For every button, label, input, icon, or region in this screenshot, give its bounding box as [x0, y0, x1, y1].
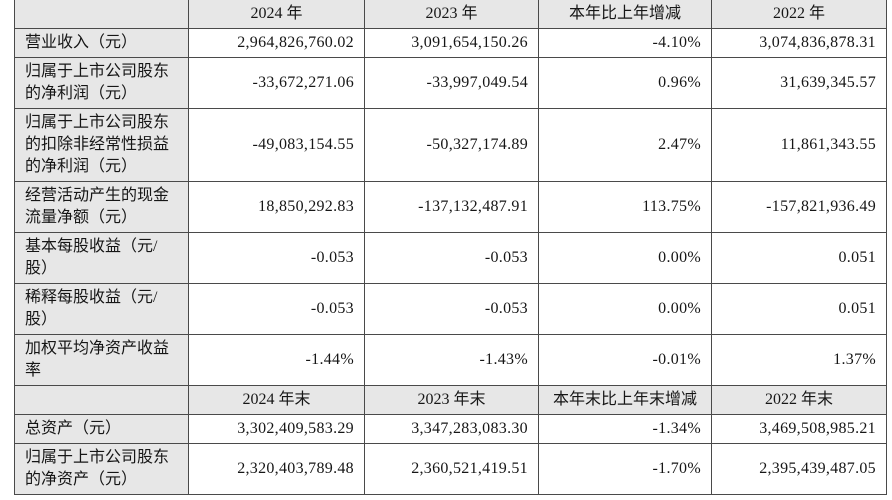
value-cell: 2,395,439,487.05: [711, 443, 887, 495]
value-cell: 11,861,343.55: [711, 108, 887, 182]
value-cell: -0.053: [188, 283, 365, 335]
table-row: 营业收入（元） 2,964,826,760.02 3,091,654,150.26-…: [14, 28, 887, 58]
value-cell: 0.00%: [538, 232, 712, 284]
value-cell: -157,821,936.49: [711, 181, 887, 233]
financial-summary-table: 2024 年 2023 年本年比上年增减 2022 年营业收入（元） 2,964,82…: [14, 0, 887, 495]
column-header: 本年末比上年末增减: [538, 385, 712, 415]
table-row: 经营活动产生的现金流量净额（元） 18,850,292.83 -137,132,48…: [14, 181, 887, 233]
value-cell: 3,347,283,083.30: [364, 414, 539, 444]
value-cell: 18,850,292.83: [188, 181, 365, 233]
value-cell: 3,091,654,150.26: [364, 28, 539, 58]
value-cell: -33,997,049.54: [364, 57, 539, 109]
table-row: 归属于上市公司股东的净资产（元） 2,320,403,789.48 2,360,52…: [14, 443, 887, 495]
value-cell: -1.44%: [188, 334, 365, 386]
value-cell: -50,327,174.89: [364, 108, 539, 182]
value-cell: 113.75%: [538, 181, 712, 233]
row-label: 营业收入（元）: [14, 28, 189, 58]
value-cell: -1.70%: [538, 443, 712, 495]
value-cell: 2,964,826,760.02: [188, 28, 365, 58]
column-header: 2023 年末: [364, 385, 539, 415]
value-cell: -4.10%: [538, 28, 712, 58]
value-cell: -0.053: [188, 232, 365, 284]
table-row: 归属于上市公司股东的净利润（元） -33,672,271.06 -33,997,04…: [14, 57, 887, 109]
column-header: 2023 年: [364, 0, 539, 29]
column-header: 2024 年末: [188, 385, 365, 415]
value-cell: 2,320,403,789.48: [188, 443, 365, 495]
row-label: 经营活动产生的现金流量净额（元）: [14, 181, 189, 233]
financial-table-body: 2024 年 2023 年本年比上年增减 2022 年营业收入（元） 2,964,82…: [14, 0, 887, 495]
table-row: 加权平均净资产收益率 -1.44% -1.43% -0.01% 1.37%: [14, 334, 887, 386]
row-label: 基本每股收益（元/股）: [14, 232, 189, 284]
value-cell: 3,074,836,878.31: [711, 28, 887, 58]
table-row: 归属于上市公司股东的扣除非经常性损益的净利润（元） -49,083,154.55-…: [14, 108, 887, 182]
row-label: 总资产（元）: [14, 414, 189, 444]
value-cell: -0.053: [364, 283, 539, 335]
value-cell: 3,469,508,985.21: [711, 414, 887, 444]
value-cell: -0.053: [364, 232, 539, 284]
row-label: 归属于上市公司股东的扣除非经常性损益的净利润（元）: [14, 108, 189, 182]
value-cell: -1.43%: [364, 334, 539, 386]
table-row: 总资产（元） 3,302,409,583.29 3,347,283,083.30 -1…: [14, 414, 887, 444]
value-cell: 2,360,521,419.51: [364, 443, 539, 495]
table-row: 基本每股收益（元/股） -0.053 -0.053 0.00% 0.051: [14, 232, 887, 284]
value-cell: -137,132,487.91: [364, 181, 539, 233]
value-cell: -0.01%: [538, 334, 712, 386]
row-label: 稀释每股收益（元/股）: [14, 283, 189, 335]
value-cell: 0.96%: [538, 57, 712, 109]
value-cell: 0.00%: [538, 283, 712, 335]
value-cell: 2.47%: [538, 108, 712, 182]
row-label: 归属于上市公司股东的净资产（元）: [14, 443, 189, 495]
corner-cell: [14, 385, 189, 415]
column-header: 2024 年: [188, 0, 365, 29]
value-cell: 3,302,409,583.29: [188, 414, 365, 444]
value-cell: -49,083,154.55: [188, 108, 365, 182]
value-cell: -33,672,271.06: [188, 57, 365, 109]
column-header-row: 2024 年 2023 年本年比上年增减 2022 年: [14, 0, 887, 29]
table-row: 稀释每股收益（元/股） -0.053 -0.053 0.00% 0.051: [14, 283, 887, 335]
row-label: 加权平均净资产收益率: [14, 334, 189, 386]
value-cell: 0.051: [711, 232, 887, 284]
column-header-row: 2024 年末 2023 年末 本年末比上年末增减 2022 年末: [14, 385, 887, 415]
column-header: 2022 年末: [711, 385, 887, 415]
row-label: 归属于上市公司股东的净利润（元）: [14, 57, 189, 109]
value-cell: 1.37%: [711, 334, 887, 386]
corner-cell: [14, 0, 189, 29]
value-cell: -1.34%: [538, 414, 712, 444]
column-header: 2022 年: [711, 0, 887, 29]
column-header: 本年比上年增减: [538, 0, 712, 29]
value-cell: 0.051: [711, 283, 887, 335]
value-cell: 31,639,345.57: [711, 57, 887, 109]
